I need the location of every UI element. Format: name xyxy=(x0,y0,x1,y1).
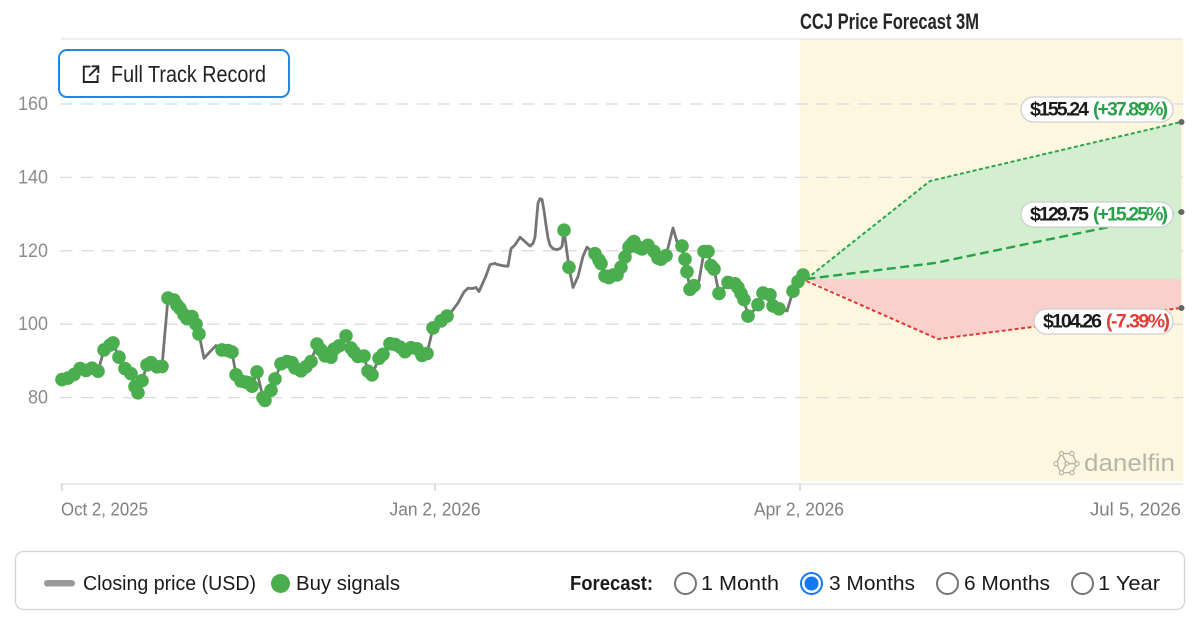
svg-text:1 Year: 1 Year xyxy=(1098,573,1160,595)
svg-text:160: 160 xyxy=(18,94,48,115)
svg-text:6 Months: 6 Months xyxy=(964,573,1050,595)
svg-text:Jul 5, 2026: Jul 5, 2026 xyxy=(1090,500,1181,520)
svg-text:(+15.25%): (+15.25%) xyxy=(1093,204,1168,226)
svg-text:$129.75: $129.75 xyxy=(1030,204,1089,226)
svg-text:3 Months: 3 Months xyxy=(829,573,915,595)
svg-text:Apr 2, 2026: Apr 2, 2026 xyxy=(754,500,844,520)
svg-text:danelfin: danelfin xyxy=(1084,450,1175,477)
svg-text:120: 120 xyxy=(18,241,48,262)
svg-text:Closing price (USD): Closing price (USD) xyxy=(83,573,256,595)
svg-text:Jan 2, 2026: Jan 2, 2026 xyxy=(390,500,481,520)
svg-text:$155.24: $155.24 xyxy=(1030,99,1089,121)
svg-text:Full Track Record: Full Track Record xyxy=(111,61,266,87)
svg-text:80: 80 xyxy=(28,388,48,409)
svg-text:(+37.89%): (+37.89%) xyxy=(1093,99,1168,121)
svg-text:140: 140 xyxy=(18,167,48,188)
svg-text:Oct 2, 2025: Oct 2, 2025 xyxy=(61,500,148,520)
svg-text:(-7.39%): (-7.39%) xyxy=(1106,311,1170,333)
svg-text:Forecast:: Forecast: xyxy=(570,573,653,595)
svg-text:Buy signals: Buy signals xyxy=(296,573,400,595)
svg-text:1 Month: 1 Month xyxy=(701,573,779,595)
svg-text:CCJ Price Forecast 3M: CCJ Price Forecast 3M xyxy=(800,9,979,34)
svg-text:100: 100 xyxy=(18,314,48,335)
svg-text:$104.26: $104.26 xyxy=(1043,311,1102,333)
